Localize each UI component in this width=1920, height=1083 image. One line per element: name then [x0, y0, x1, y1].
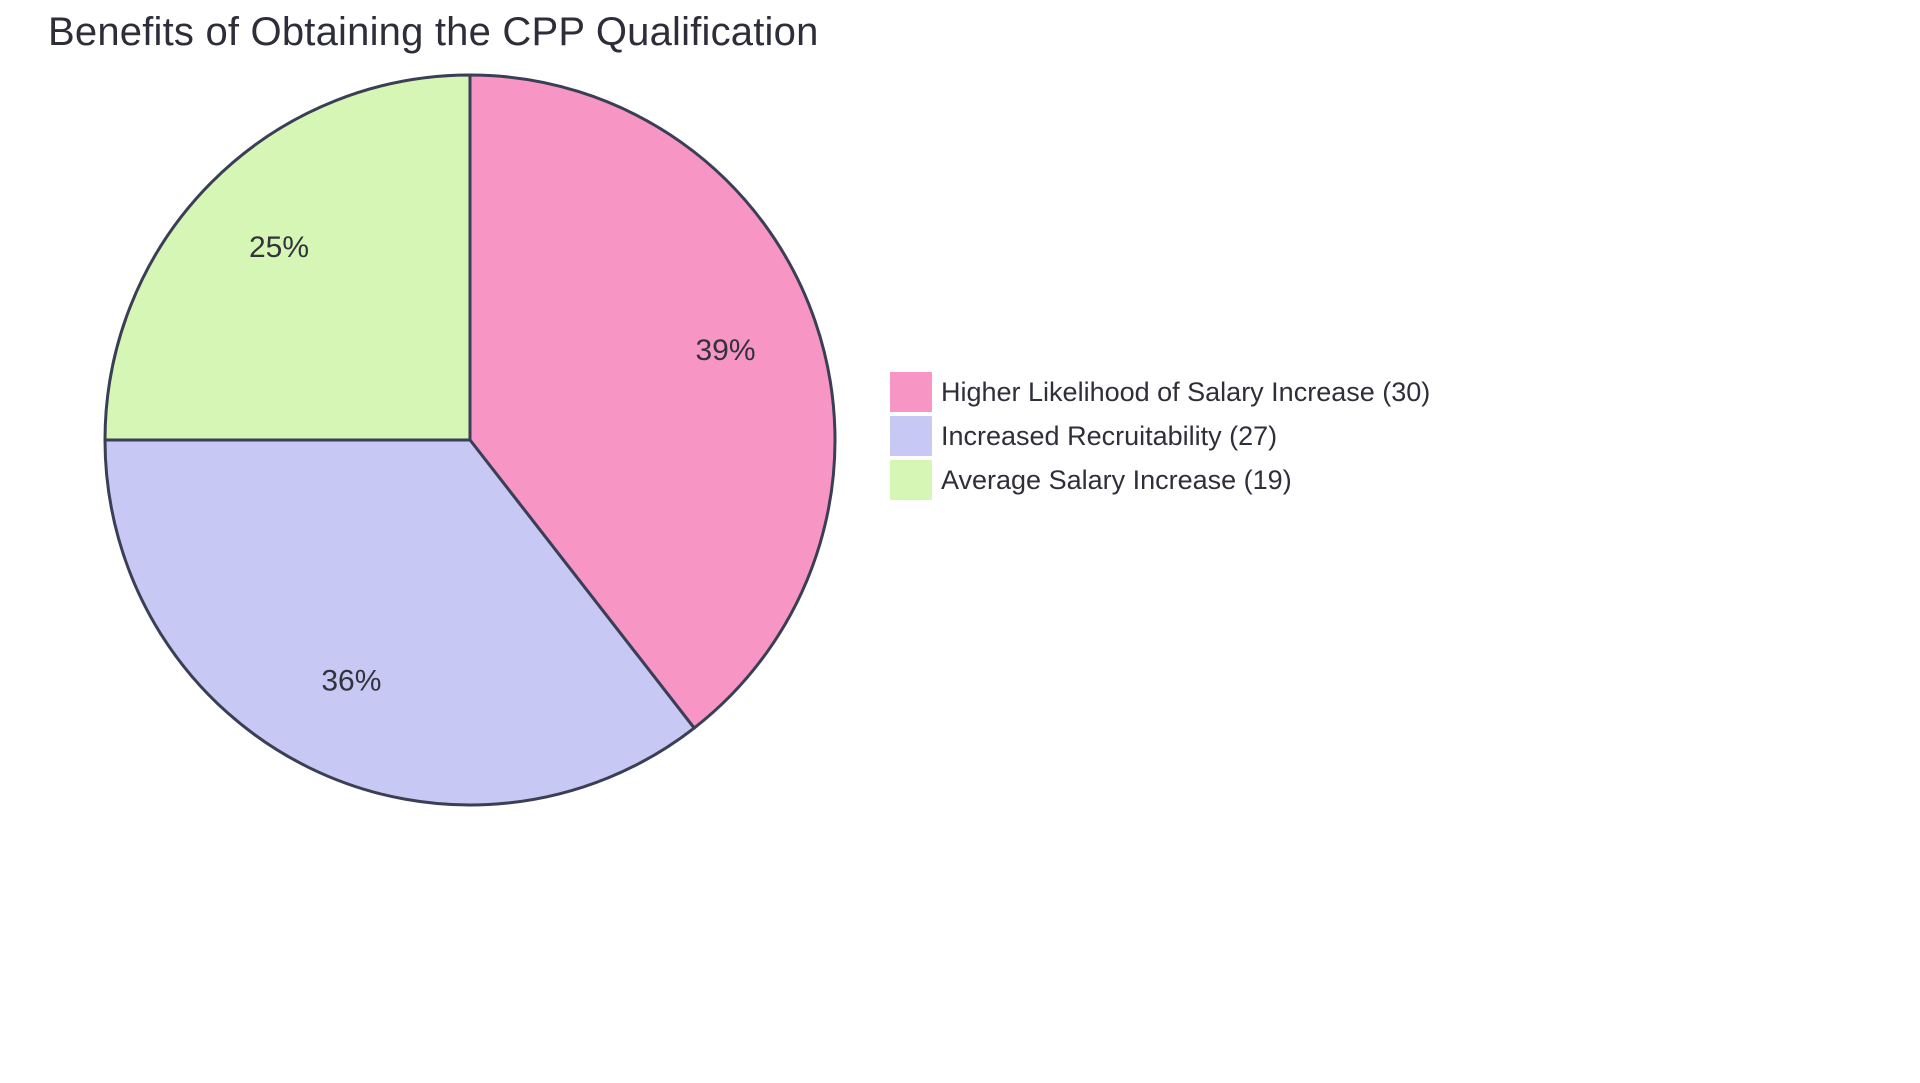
pie-slices — [103, 73, 837, 807]
pie-percent-labels: 39% 36% 25% — [249, 231, 756, 698]
legend-item-average-salary-increase: Average Salary Increase (19) — [890, 460, 1430, 500]
pie-slice-1 — [103, 438, 696, 807]
legend-label: Increased Recruitability (27) — [941, 420, 1278, 451]
legend: Higher Likelihood of Salary Increase (30… — [890, 372, 1430, 500]
pie-percent-label-1: 36% — [321, 665, 381, 698]
legend-swatch-lavender — [890, 416, 932, 456]
legend-item-increased-recruitability: Increased Recruitability (27) — [890, 416, 1430, 456]
legend-label: Average Salary Increase (19) — [941, 464, 1292, 495]
chart-title: Benefits of Obtaining the CPP Qualificat… — [48, 10, 819, 54]
legend-item-salary-increase-likelihood: Higher Likelihood of Salary Increase (30… — [890, 372, 1430, 412]
legend-label: Higher Likelihood of Salary Increase (30… — [941, 376, 1431, 407]
pie-percent-label-0: 39% — [695, 334, 755, 367]
pie-slice-2 — [103, 73, 472, 442]
pie-slice-0 — [468, 73, 837, 730]
pie-percent-label-2: 25% — [249, 231, 309, 264]
legend-swatch-green — [890, 460, 932, 500]
legend-swatch-pink — [890, 372, 932, 412]
